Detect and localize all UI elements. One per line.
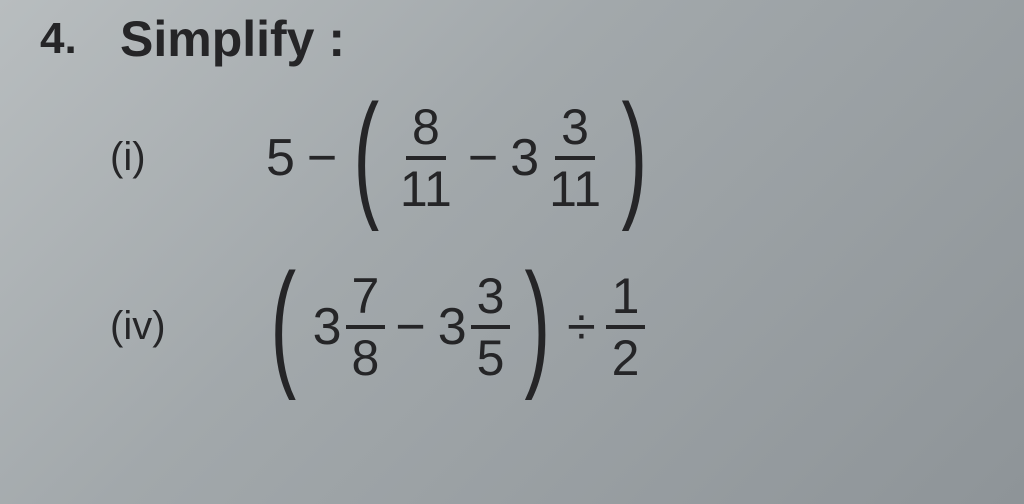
fraction-b: 3 11: [539, 102, 611, 214]
minus-op: −: [389, 297, 431, 357]
denominator: 2: [606, 329, 646, 383]
numerator: 8: [406, 102, 446, 160]
denominator: 11: [543, 160, 607, 214]
denominator: 11: [394, 160, 458, 214]
page-content: 4. Simplify : (i) 5 − ( 8 11 − 3 3 11 ) …: [40, 10, 1004, 386]
question-title: Simplify :: [120, 10, 345, 68]
paren-open: (: [270, 263, 296, 382]
divide-op: ÷: [561, 297, 602, 357]
paren-close: ): [622, 94, 648, 213]
denominator: 8: [346, 329, 386, 383]
question-number: 4.: [40, 10, 120, 64]
part-label: (iv): [40, 304, 260, 349]
leading-number: 5: [260, 128, 301, 188]
numerator: 3: [555, 102, 595, 160]
part-label: (i): [40, 135, 260, 180]
numerator: 7: [346, 271, 386, 329]
expression: 5 − ( 8 11 − 3 3 11 ): [260, 98, 658, 217]
part-iv: (iv) ( 3 7 8 − 3 3 5 ) ÷ 1 2: [40, 267, 1004, 386]
question-row: 4. Simplify :: [40, 10, 1004, 68]
fraction-b: 3 5: [467, 271, 515, 383]
paren-open: (: [354, 94, 380, 213]
denominator: 5: [471, 329, 511, 383]
numerator: 1: [606, 271, 646, 329]
minus-op: −: [462, 128, 504, 188]
paren-close: ): [525, 263, 551, 382]
fraction-a: 7 8: [342, 271, 390, 383]
fraction-c: 1 2: [602, 271, 650, 383]
minus-op: −: [301, 128, 343, 188]
expression: ( 3 7 8 − 3 3 5 ) ÷ 1 2: [260, 267, 649, 386]
mixed-whole: 3: [432, 297, 467, 357]
mixed-whole: 3: [307, 297, 342, 357]
mixed-whole: 3: [504, 128, 539, 188]
part-i: (i) 5 − ( 8 11 − 3 3 11 ): [40, 98, 1004, 217]
numerator: 3: [471, 271, 511, 329]
fraction-a: 8 11: [390, 102, 462, 214]
